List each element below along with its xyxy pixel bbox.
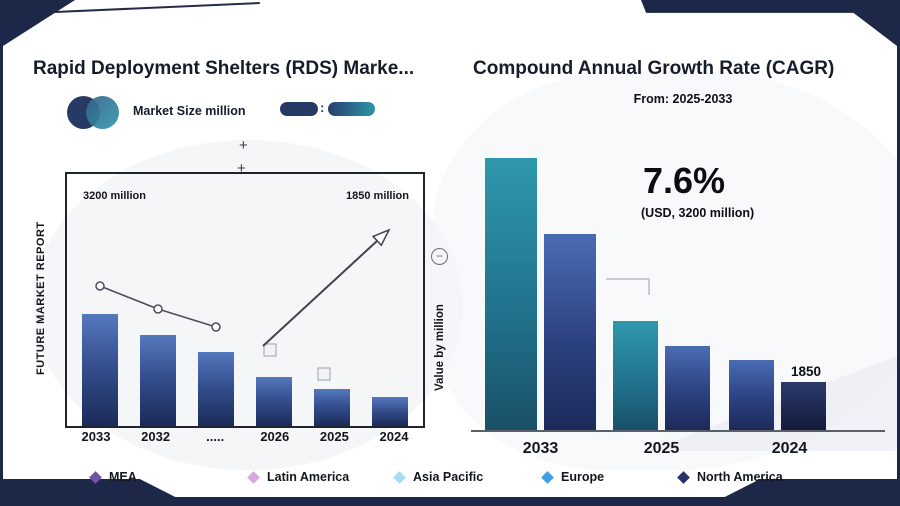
baseline [471,430,885,432]
cagr-bar [613,321,658,430]
left-side-label: FUTURE MARKET REPORT [35,221,47,375]
legend-label: Latin America [267,470,350,484]
market-size-bars [67,314,423,426]
legend-label: North America [697,470,783,484]
diamond-icon [393,470,406,484]
corner-accent-top-right [641,0,897,46]
cagr-detail: (USD, 3200 million) [641,206,755,220]
market-size-bar [198,352,234,426]
market-size-bar [314,389,350,426]
right-chart-title: Compound Annual Growth Rate (CAGR) [473,58,835,79]
x-label: 2024 [379,429,409,444]
x-label: 2025 [319,429,349,444]
bottom-band [3,497,897,506]
legend-item-europe: Europe [541,470,605,484]
bar-group-2025 [613,321,710,430]
market-size-chart: 3200 million 1850 million [65,172,425,428]
trend-line-with-arrow [95,228,391,381]
left-chart-title: Rapid Deployment Shelters (RDS) Marke... [33,58,415,79]
legend-item-asia-pacific: Asia Pacific [393,470,484,484]
market-size-bar [256,377,292,426]
group-label: 2025 [643,440,680,457]
x-label: 2033 [81,429,111,444]
x-label: ..... [206,429,225,444]
ratio-pill-teal [328,102,375,116]
cagr-bar [781,382,826,430]
cagr-chart: 2033 2025 2024 1850 [471,158,885,458]
plus-icon: + [237,160,246,177]
corner-accent-line [54,2,260,13]
legend-item-north-america: North America [677,470,783,484]
diamond-icon [247,470,260,484]
diamond-icon [89,470,102,484]
venn-circle-teal [86,96,119,129]
bracket-decoration [606,278,650,295]
left-chart-x-axis: 2033 2032 ..... 2026 2025 2024 [65,429,425,444]
annotation-1850: 1850 million [346,190,409,202]
bar-group-2033 [485,158,596,430]
group-label: 2033 [522,440,559,457]
bar-group-2024 [729,360,826,430]
legend-label: Europe [561,470,605,484]
right-side-label: Value by million [434,304,446,392]
group-label: 2024 [771,440,808,457]
value-label-1850: 1850 [791,364,822,379]
market-size-bar [372,397,408,426]
plus-icon: + [239,137,248,154]
legend-item-latin-america: Latin America [247,470,350,484]
annotation-3200: 3200 million [83,190,146,202]
x-label: 2026 [260,429,290,444]
venn-circles-icon [67,95,123,131]
market-size-bar [140,335,176,426]
cagr-bar [729,360,774,430]
x-label: 2032 [141,429,171,444]
ratio-pill-navy [280,102,318,116]
market-size-legend-label: Market Size million [133,104,246,118]
cagr-bar [544,234,596,430]
legend-label: MEA [109,470,137,484]
diamond-icon [541,470,554,484]
corner-accent-top-left [3,0,75,46]
cagr-subtitle: From: 2025-2033 [633,92,733,106]
market-size-bar [82,314,118,426]
legend-item-mea: MEA [89,470,137,484]
minus-circle-icon: − [431,248,448,265]
ratio-colon: : [320,100,325,115]
diamond-icon [677,470,690,484]
cagr-bar [665,346,710,430]
cagr-value: 7.6% [643,160,726,201]
cagr-bar [485,158,537,430]
legend-label: Asia Pacific [413,470,484,484]
